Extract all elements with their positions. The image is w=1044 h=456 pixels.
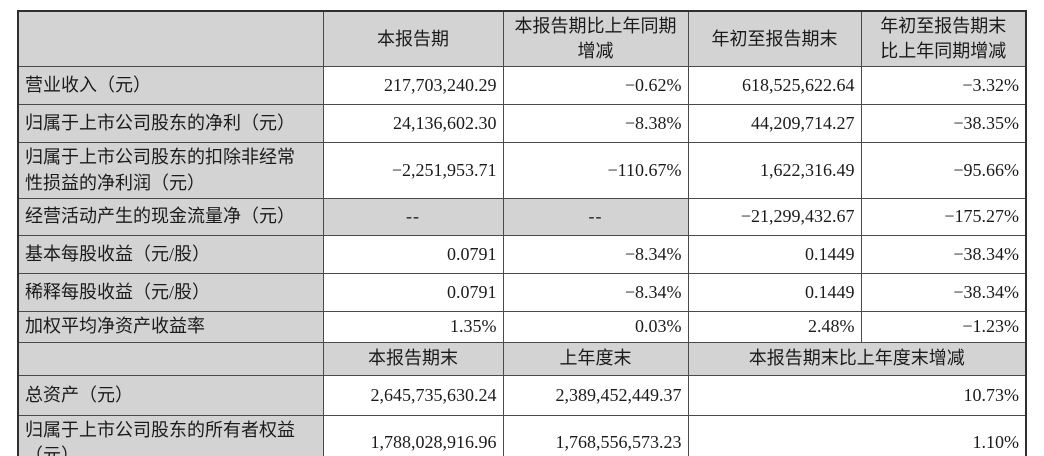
cell-ytd-yoy-change: −1.23% <box>860 310 1027 343</box>
row-revenue: 营业收入（元） 217,703,240.29 −0.62% 618,525,62… <box>17 66 1027 106</box>
row-basic-eps: 基本每股收益（元/股） 0.0791 −8.34% 0.1449 −38.34% <box>17 234 1027 274</box>
header-cell-blank <box>17 10 324 68</box>
cell-ytd: −21,299,432.67 <box>687 197 862 236</box>
row-diluted-eps: 稀释每股收益（元/股） 0.0791 −8.34% 0.1449 −38.34% <box>17 272 1027 312</box>
cell-ytd: 1,622,316.49 <box>687 142 862 199</box>
row-label: 营业收入（元） <box>17 66 324 106</box>
cell-end-of-period: 2,645,735,630.24 <box>322 374 504 416</box>
cell-ytd: 618,525,622.64 <box>687 66 862 106</box>
cell-current-period: 0.0791 <box>322 272 504 312</box>
financial-summary-table: 本报告期 本报告期比上年同期 增减 年初至报告期末 年初至报告期末 比上年同期增… <box>17 10 1027 456</box>
row-equity-attributable-to-shareholders: 归属于上市公司股东的所有者权益 （元） 1,788,028,916.96 1,7… <box>17 414 1027 456</box>
row-total-assets: 总资产（元） 2,645,735,630.24 2,389,452,449.37… <box>17 374 1027 416</box>
row-label: 经营活动产生的现金流量净（元） <box>17 197 324 236</box>
row-net-profit: 归属于上市公司股东的净利（元） 24,136,602.30 −8.38% 44,… <box>17 104 1027 144</box>
cell-ytd: 0.1449 <box>687 272 862 312</box>
cell-yoy-change: −0.62% <box>502 66 689 106</box>
header-cell-end-of-prior-year: 上年度末 <box>502 341 689 376</box>
cell-ytd: 2.48% <box>687 310 862 343</box>
row-label: 基本每股收益（元/股） <box>17 234 324 274</box>
header-cell-ytd: 年初至报告期末 <box>687 10 862 68</box>
cell-ytd-yoy-change: −95.66% <box>860 142 1027 199</box>
header-cell-yoy-change: 本报告期比上年同期 增减 <box>502 10 689 68</box>
cell-ytd-yoy-change: −38.34% <box>860 272 1027 312</box>
header-cell-current-period: 本报告期 <box>322 10 504 68</box>
cell-ytd-yoy-change: −38.34% <box>860 234 1027 274</box>
cell-current-period-dash: -- <box>322 197 504 236</box>
cell-current-period: 217,703,240.29 <box>322 66 504 106</box>
cell-current-period: −2,251,953.71 <box>322 142 504 199</box>
cell-yoy-change: −8.34% <box>502 272 689 312</box>
row-label: 归属于上市公司股东的扣除非经常 性损益的净利润（元） <box>17 142 324 199</box>
header-row-period-end: 本报告期末 上年度末 本报告期末比上年度末增减 <box>17 341 1027 376</box>
cell-current-period: 24,136,602.30 <box>322 104 504 144</box>
cell-yoy-change: 0.03% <box>502 310 689 343</box>
cell-end-of-prior-year: 1,768,556,573.23 <box>502 414 689 456</box>
header-cell-change-vs-prior-year-end: 本报告期末比上年度末增减 <box>687 341 1027 376</box>
cell-ytd: 0.1449 <box>687 234 862 274</box>
cell-current-period: 0.0791 <box>322 234 504 274</box>
cell-end-of-period: 1,788,028,916.96 <box>322 414 504 456</box>
row-label: 总资产（元） <box>17 374 324 416</box>
cell-ytd-yoy-change: −38.35% <box>860 104 1027 144</box>
header-cell-blank <box>17 341 324 376</box>
row-label: 归属于上市公司股东的净利（元） <box>17 104 324 144</box>
cell-change-vs-prior-year-end: 10.73% <box>687 374 1027 416</box>
cell-end-of-prior-year: 2,389,452,449.37 <box>502 374 689 416</box>
row-label: 稀释每股收益（元/股） <box>17 272 324 312</box>
cell-yoy-change-dash: -- <box>502 197 689 236</box>
cell-ytd: 44,209,714.27 <box>687 104 862 144</box>
row-label: 归属于上市公司股东的所有者权益 （元） <box>17 414 324 456</box>
cell-ytd-yoy-change: −3.32% <box>860 66 1027 106</box>
cell-yoy-change: −110.67% <box>502 142 689 199</box>
cell-current-period: 1.35% <box>322 310 504 343</box>
header-cell-end-of-period: 本报告期末 <box>322 341 504 376</box>
cell-yoy-change: −8.34% <box>502 234 689 274</box>
cell-ytd-yoy-change: −175.27% <box>860 197 1027 236</box>
row-operating-cash-flow: 经营活动产生的现金流量净（元） -- -- −21,299,432.67 −17… <box>17 197 1027 236</box>
header-cell-ytd-yoy-change: 年初至报告期末 比上年同期增减 <box>860 10 1027 68</box>
row-label: 加权平均净资产收益率 <box>17 310 324 343</box>
row-weighted-avg-roe: 加权平均净资产收益率 1.35% 0.03% 2.48% −1.23% <box>17 310 1027 343</box>
header-row-period: 本报告期 本报告期比上年同期 增减 年初至报告期末 年初至报告期末 比上年同期增… <box>17 10 1027 68</box>
row-net-profit-excl-nonrecurring: 归属于上市公司股东的扣除非经常 性损益的净利润（元） −2,251,953.71… <box>17 142 1027 199</box>
cell-yoy-change: −8.38% <box>502 104 689 144</box>
cell-change-vs-prior-year-end: 1.10% <box>687 414 1027 456</box>
